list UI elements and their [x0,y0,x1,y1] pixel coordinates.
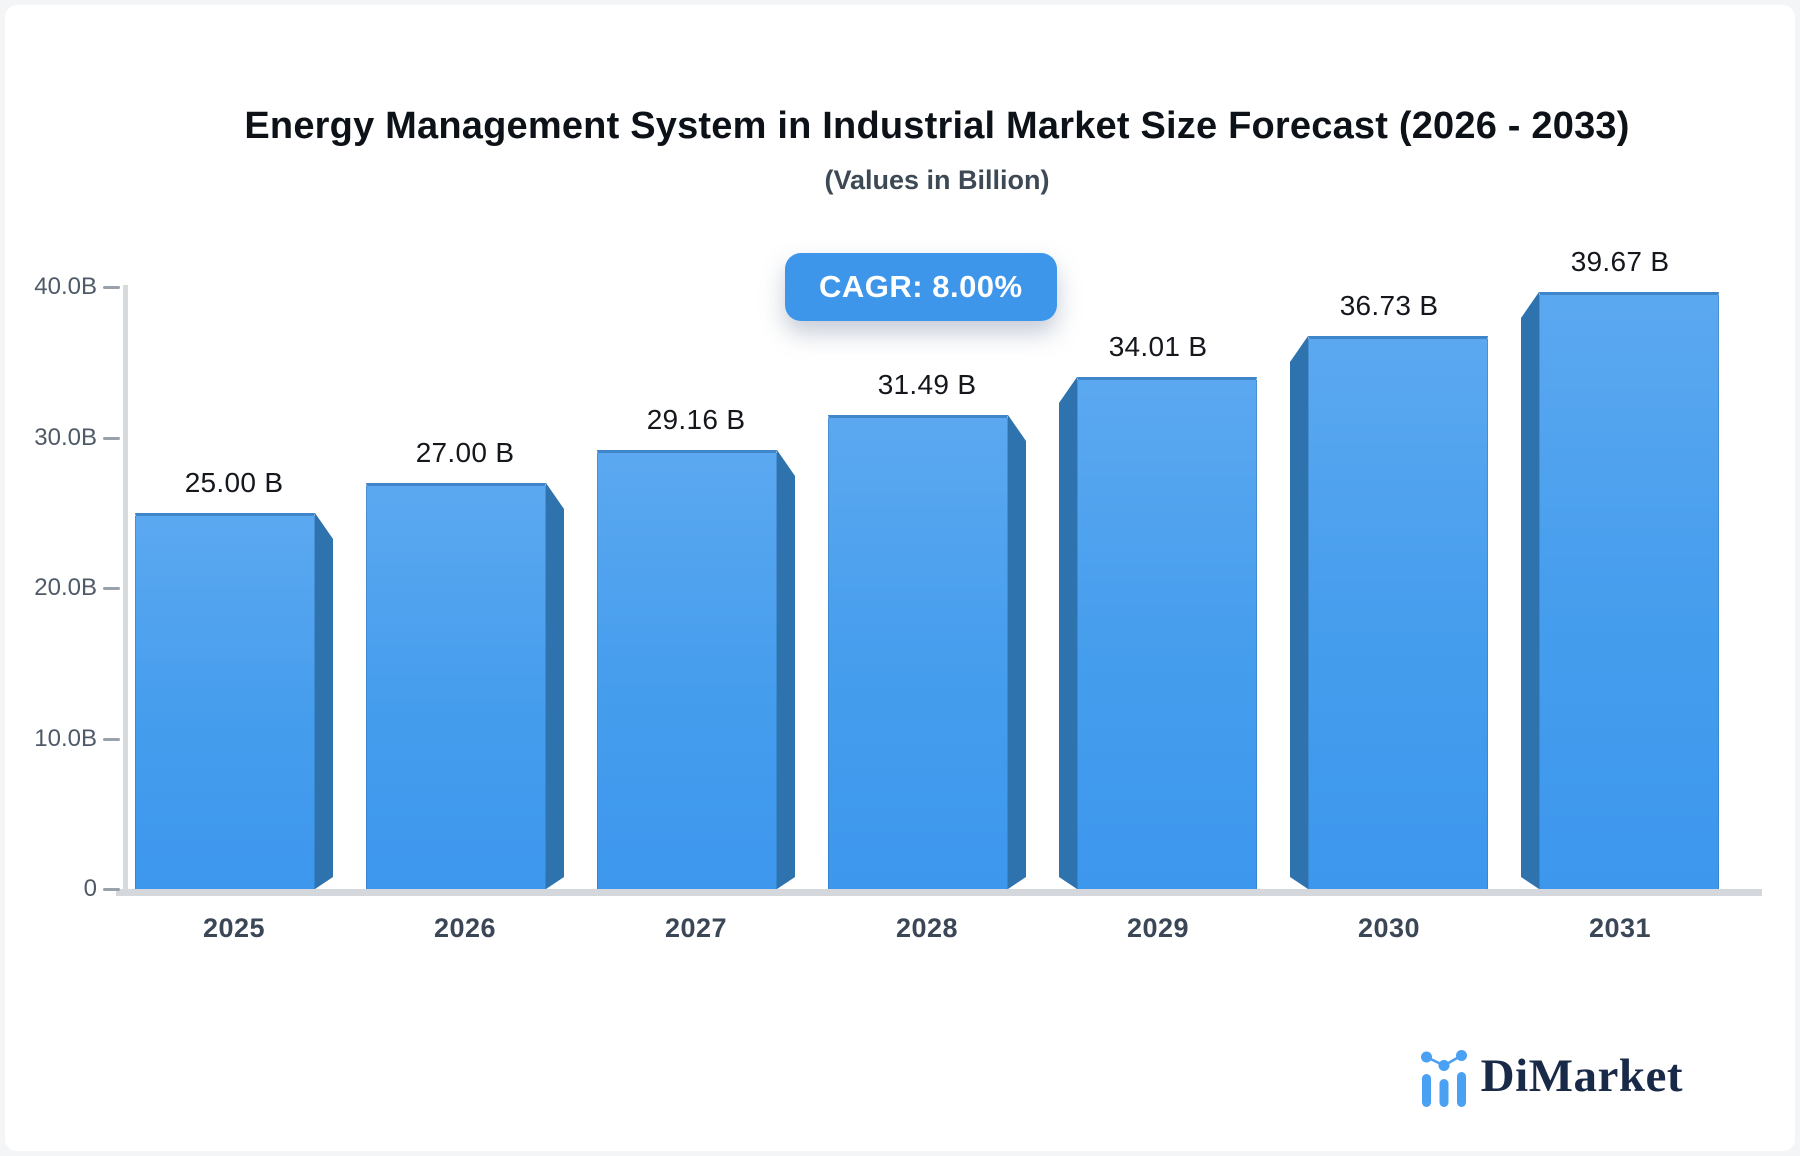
bar-2026[interactable] [366,483,564,889]
bar-side-face [777,450,795,889]
bar-2028[interactable] [828,415,1026,889]
bar-side-face [1290,336,1308,889]
bar-2027[interactable] [597,450,795,889]
plot-area: 40.0B 30.0B 20.0B 10.0B 0 25.00 B 2025 27.00 B 2… [5,5,1795,1151]
chart-card: Energy Management System in Industrial M… [5,5,1795,1151]
bar-value-label: 31.49 B [877,369,977,400]
bar-front-face [366,483,546,889]
bar-side-face [1008,415,1026,889]
x-axis-tick-label: 2026 [433,913,497,943]
bar-front-face [828,415,1008,889]
y-axis-tick-label: 20.0B [34,574,97,601]
bar-side-face [1521,292,1539,889]
bar-value-label: 29.16 B [646,404,746,435]
y-axis-tick-label: 0 [83,875,97,902]
x-axis-tick-label: 2028 [895,913,959,943]
y-axis-tick-label: 30.0B [34,423,97,451]
y-axis-tick-mark [103,888,120,891]
bar-2025[interactable] [135,513,333,889]
x-axis-tick-label: 2029 [1126,913,1190,943]
x-axis-tick-label: 2030 [1357,913,1421,943]
bar-value-label: 25.00 B [184,467,284,498]
y-axis-tick-label: 10.0B [34,724,97,752]
y-axis-tick-mark [103,286,120,289]
bar-2030[interactable] [1290,336,1488,889]
bar-value-label: 39.67 B [1570,246,1670,277]
bar-2031[interactable] [1521,292,1719,889]
x-axis-tick-label: 2025 [202,913,266,943]
chart-subtitle: (Values in Billion) [824,165,1050,195]
x-axis-tick-label: 2031 [1588,913,1652,943]
bar-front-face [1308,336,1488,889]
bar-side-face [546,483,564,889]
bar-2029[interactable] [1059,377,1257,889]
y-axis-tick-mark [103,737,120,741]
y-axis-line [123,285,128,893]
bar-front-face [1077,377,1257,889]
bar-side-face [1059,377,1077,889]
chart-title: Energy Management System in Industrial M… [244,105,1630,147]
bar-value-label: 27.00 B [415,437,515,468]
y-axis-tick-label: 40.0B [34,273,97,300]
x-axis-tick-label: 2027 [664,913,728,943]
logo-text: DiMarket [1480,1050,1683,1102]
bar-front-face [1539,292,1719,889]
y-axis-tick-mark [103,587,120,590]
dimarket-bar-chart-icon [1420,1050,1467,1107]
dimarket-logo: DiMarket [1420,1043,1683,1109]
y-axis-tick-mark [103,436,120,440]
bar-value-label: 34.01 B [1108,331,1208,362]
x-axis-baseline [116,889,1762,896]
bar-side-face [315,513,333,889]
bar-front-face [135,513,315,889]
bar-value-label: 36.73 B [1339,290,1439,321]
cagr-badge: CAGR: 8.00% [785,253,1057,321]
bar-front-face [597,450,777,889]
